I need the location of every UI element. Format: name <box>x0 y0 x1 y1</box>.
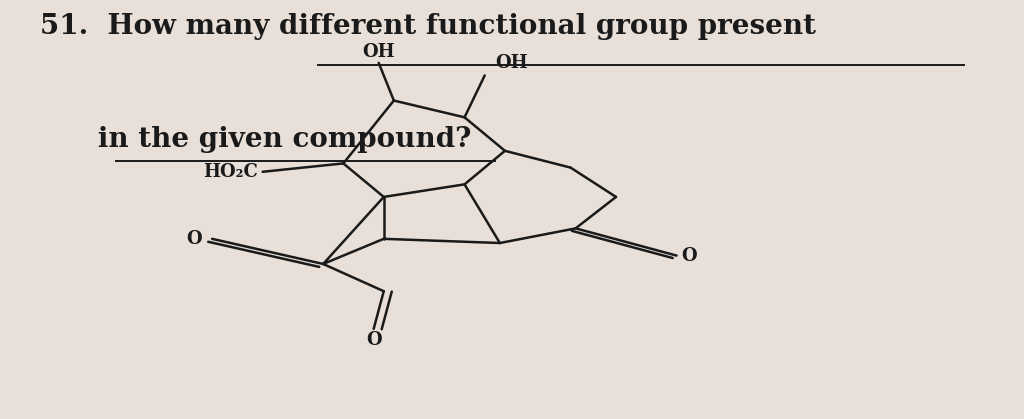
Text: OH: OH <box>495 54 527 72</box>
Text: O: O <box>682 247 697 264</box>
Text: O: O <box>366 331 382 349</box>
Text: HO₂C: HO₂C <box>203 163 257 181</box>
Text: 51.  How many different functional group present: 51. How many different functional group … <box>40 13 816 39</box>
Text: OH: OH <box>362 43 395 61</box>
Text: in the given compound?: in the given compound? <box>40 126 472 153</box>
Text: O: O <box>186 230 202 248</box>
